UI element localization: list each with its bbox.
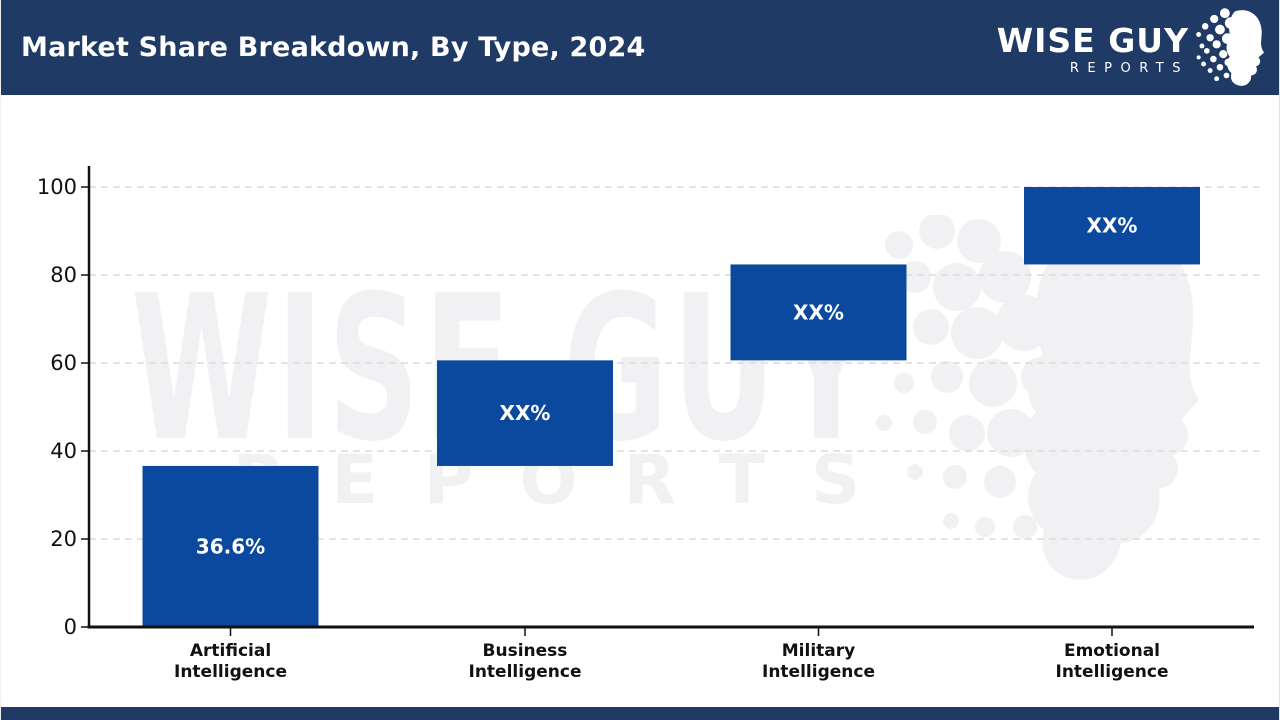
- bar-value-label: XX%: [1087, 214, 1138, 238]
- bar-value-label: 36.6%: [196, 534, 265, 558]
- logo-text: WISE GUY REPORTS: [997, 24, 1189, 75]
- waterfall-bar-segment: [437, 360, 613, 466]
- x-category-label: Emotional Intelligence: [1056, 641, 1169, 682]
- wise-guy-logo: WISE GUY REPORTS: [997, 5, 1271, 91]
- header-bar: Market Share Breakdown, By Type, 2024 WI…: [1, 0, 1279, 95]
- chart-area: WISE GUY REPORTS 36.6% XX% XX% XX% 0 20 40 60 80…: [1, 95, 1279, 707]
- footer-bar: [1, 707, 1279, 720]
- y-tick-label: 20: [50, 527, 77, 551]
- x-category-label: Military Intelligence: [762, 641, 875, 682]
- logo-subtitle: REPORTS: [1069, 61, 1189, 76]
- watermark-head-icon: [869, 215, 1199, 580]
- y-tick-label: 40: [50, 439, 77, 463]
- logo-wordmark: WISE GUY: [996, 21, 1189, 60]
- y-tick-label: 100: [37, 175, 77, 199]
- y-tick-label: 60: [50, 351, 77, 375]
- bar-value-label: XX%: [793, 300, 844, 324]
- bar-value-label: XX%: [500, 401, 551, 425]
- y-tick-label: 0: [64, 615, 77, 639]
- logo-head-icon: [1196, 7, 1265, 86]
- waterfall-bar-segment: [142, 465, 319, 627]
- x-category-label: Artificial Intelligence: [174, 641, 287, 682]
- waterfall-bar-segment: [1024, 187, 1200, 265]
- page-title: Market Share Breakdown, By Type, 2024: [21, 32, 646, 63]
- waterfall-bar-segment: [730, 264, 907, 361]
- x-category-label: Business Intelligence: [469, 641, 582, 682]
- y-tick-label: 80: [50, 263, 77, 287]
